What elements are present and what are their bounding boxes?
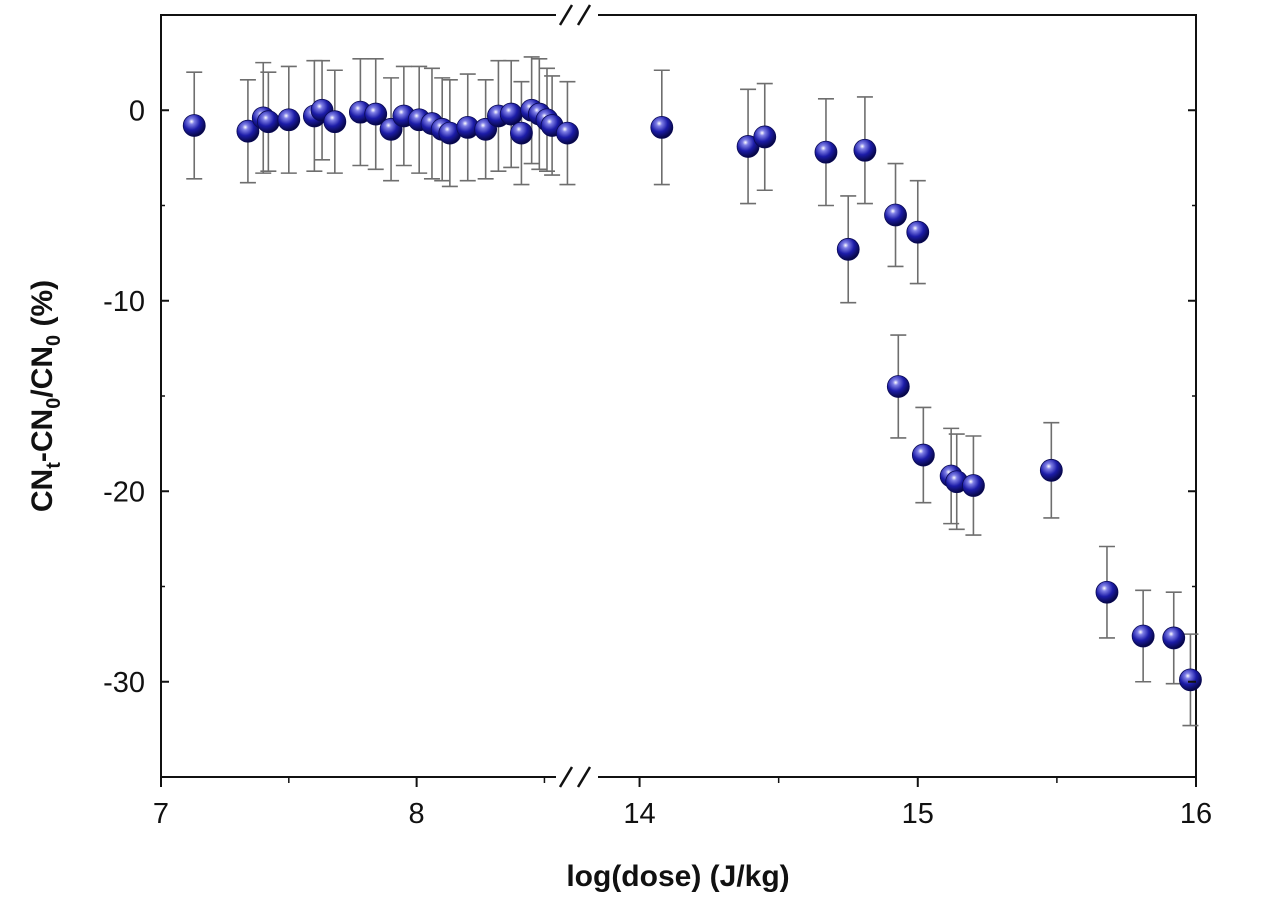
data-point bbox=[236, 119, 260, 143]
data-point bbox=[364, 102, 388, 126]
y-tick-label: -20 bbox=[103, 476, 145, 508]
x-tick-label: 16 bbox=[1180, 798, 1212, 830]
data-point bbox=[962, 474, 985, 497]
data-point bbox=[884, 203, 907, 227]
tick-labels: 0 -10 -20 -30 7 8 14 15 16 bbox=[103, 95, 1212, 830]
y-title-sub: 0 bbox=[43, 398, 65, 409]
axis-break-top bbox=[556, 4, 598, 26]
data-point bbox=[886, 375, 910, 398]
y-title-part: -CN bbox=[26, 409, 59, 462]
x-tick-label: 15 bbox=[902, 798, 934, 830]
data-point bbox=[323, 110, 347, 134]
data-point bbox=[1162, 626, 1186, 650]
y-tick-label: -10 bbox=[103, 286, 145, 318]
y-title-part: CN bbox=[26, 469, 59, 512]
data-point bbox=[277, 108, 301, 132]
data-markers bbox=[182, 98, 1202, 692]
y-tick-label: -30 bbox=[103, 667, 145, 699]
data-point bbox=[650, 115, 674, 139]
data-point bbox=[753, 125, 777, 149]
data-point bbox=[1095, 580, 1119, 604]
data-point bbox=[510, 121, 533, 145]
data-point bbox=[911, 443, 935, 467]
axis-break-bottom bbox=[556, 766, 598, 788]
data-point bbox=[836, 237, 860, 261]
data-point bbox=[814, 140, 838, 164]
plot-area-frame bbox=[160, 14, 1197, 778]
y-title-sub: t bbox=[43, 462, 65, 469]
x-tick-label: 8 bbox=[409, 798, 425, 830]
x-tick-label: 7 bbox=[153, 798, 169, 830]
y-tick-label: 0 bbox=[129, 95, 145, 127]
data-point bbox=[906, 220, 930, 244]
x-axis-title: log(dose) (J/kg) bbox=[566, 860, 789, 893]
y-axis-title: CNt-CN0/CN0 (%) bbox=[26, 280, 65, 512]
y-title-sub: 0 bbox=[43, 335, 65, 346]
data-point bbox=[256, 110, 280, 134]
data-point bbox=[182, 114, 206, 137]
error-bars bbox=[186, 56, 1199, 727]
data-point bbox=[556, 121, 579, 145]
data-point bbox=[499, 102, 523, 126]
axis-ticks bbox=[160, 14, 1197, 787]
data-point bbox=[1179, 668, 1202, 692]
y-title-part: (%) bbox=[26, 280, 59, 335]
x-tick-label: 14 bbox=[623, 798, 655, 830]
data-point bbox=[1131, 624, 1155, 648]
data-point bbox=[853, 138, 877, 162]
y-title-part: /CN bbox=[26, 346, 59, 398]
data-point bbox=[1039, 458, 1063, 482]
